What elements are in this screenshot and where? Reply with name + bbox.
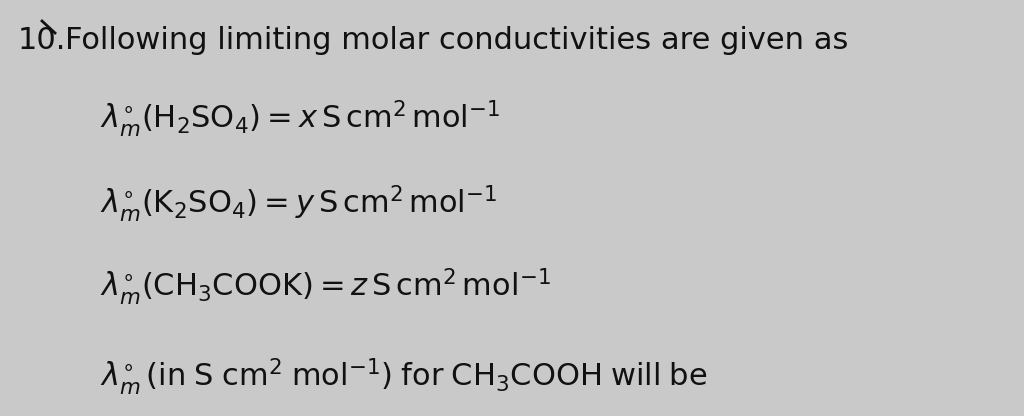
- Text: 10.: 10.: [18, 26, 67, 55]
- Text: $\lambda_m^{\circ}(\mathrm{H_2SO_4}) = x\,\mathrm{S\,cm^2\,mol^{-1}}$: $\lambda_m^{\circ}(\mathrm{H_2SO_4}) = x…: [100, 98, 500, 139]
- Text: $\lambda_m^{\circ}\,(\mathrm{in\;S\;cm^2\;mol^{-1}})\;\mathrm{for\;CH_3COOH\;wil: $\lambda_m^{\circ}\,(\mathrm{in\;S\;cm^2…: [100, 356, 708, 397]
- Text: Following limiting molar conductivities are given as: Following limiting molar conductivities …: [65, 26, 848, 55]
- Text: $\lambda_m^{\circ}(\mathrm{CH_3COOK}) = z\,\mathrm{S\,cm^2\,mol^{-1}}$: $\lambda_m^{\circ}(\mathrm{CH_3COOK}) = …: [100, 266, 551, 307]
- Text: $\lambda_m^{\circ}(\mathrm{K_2SO_4}) = y\,\mathrm{S\,cm^2\,mol^{-1}}$: $\lambda_m^{\circ}(\mathrm{K_2SO_4}) = y…: [100, 183, 498, 224]
